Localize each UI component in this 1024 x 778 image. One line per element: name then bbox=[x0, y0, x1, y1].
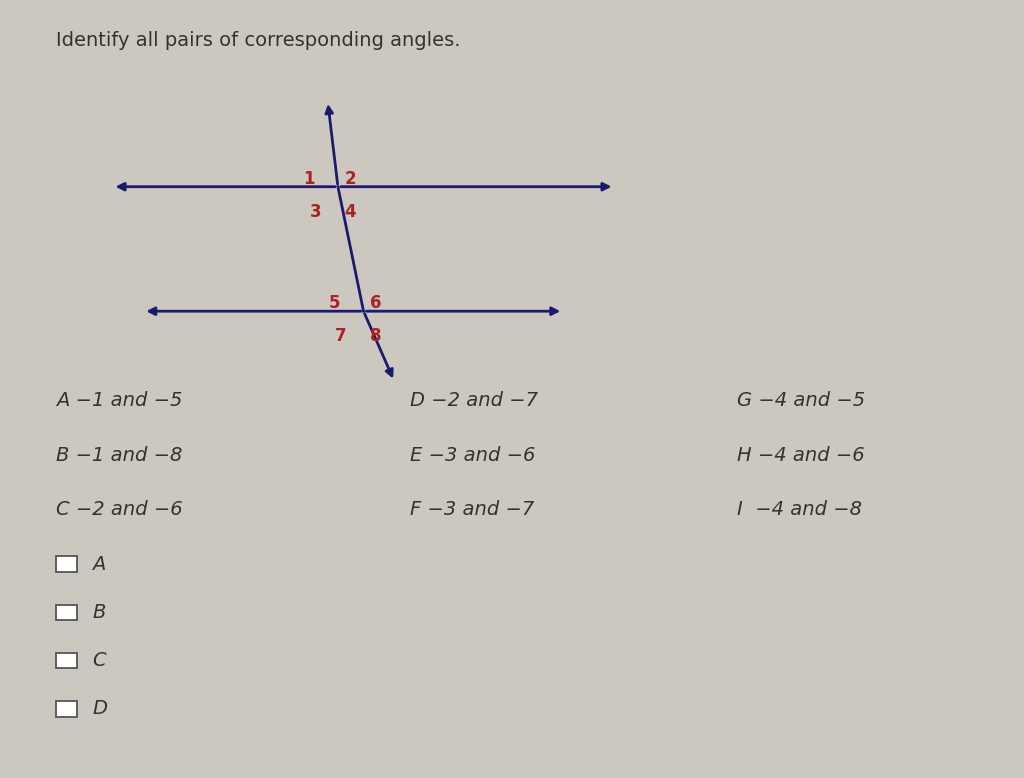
Text: A: A bbox=[92, 555, 105, 573]
Text: D −2 and −7: D −2 and −7 bbox=[410, 391, 538, 410]
Text: 4: 4 bbox=[344, 202, 356, 221]
Text: Identify all pairs of corresponding angles.: Identify all pairs of corresponding angl… bbox=[56, 31, 461, 50]
Bar bbox=[56, 701, 77, 717]
Text: 2: 2 bbox=[344, 170, 356, 188]
Text: A −1 and −5: A −1 and −5 bbox=[56, 391, 182, 410]
Text: F −3 and −7: F −3 and −7 bbox=[410, 500, 534, 519]
Text: E −3 and −6: E −3 and −6 bbox=[410, 446, 535, 464]
Text: D: D bbox=[92, 699, 108, 718]
Bar bbox=[56, 605, 77, 620]
Bar bbox=[56, 653, 77, 668]
Text: C: C bbox=[92, 651, 105, 670]
Text: B −1 and −8: B −1 and −8 bbox=[56, 446, 182, 464]
Bar bbox=[56, 556, 77, 572]
Text: 6: 6 bbox=[370, 294, 382, 313]
Text: G −4 and −5: G −4 and −5 bbox=[737, 391, 865, 410]
Text: H −4 and −6: H −4 and −6 bbox=[737, 446, 865, 464]
Text: 3: 3 bbox=[309, 202, 322, 221]
Text: 5: 5 bbox=[329, 294, 341, 313]
Text: B: B bbox=[92, 603, 105, 622]
Text: C −2 and −6: C −2 and −6 bbox=[56, 500, 183, 519]
Text: 7: 7 bbox=[335, 327, 347, 345]
Text: I  −4 and −8: I −4 and −8 bbox=[737, 500, 862, 519]
Text: 1: 1 bbox=[303, 170, 315, 188]
Text: 8: 8 bbox=[370, 327, 382, 345]
